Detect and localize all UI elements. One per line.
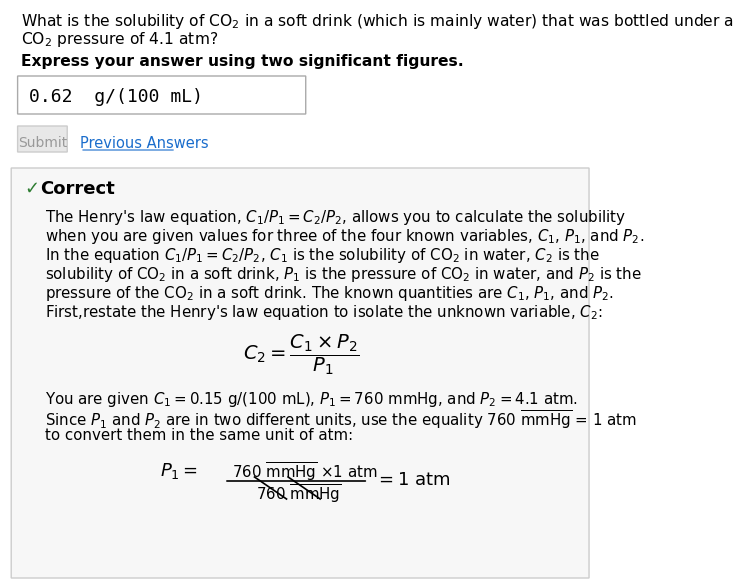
Text: Previous Answers: Previous Answers <box>80 136 208 151</box>
Text: Correct: Correct <box>40 180 115 198</box>
Text: Submit: Submit <box>18 136 67 150</box>
Text: Express your answer using two significant figures.: Express your answer using two significan… <box>21 54 463 69</box>
Text: CO$_2$ pressure of 4.1 atm?: CO$_2$ pressure of 4.1 atm? <box>21 30 218 49</box>
FancyBboxPatch shape <box>17 126 67 152</box>
Text: First,restate the Henry's law equation to isolate the unknown variable, $C_2$:: First,restate the Henry's law equation t… <box>45 303 602 322</box>
Text: to convert them in the same unit of atm:: to convert them in the same unit of atm: <box>45 428 353 443</box>
FancyBboxPatch shape <box>11 168 589 578</box>
Text: $= 1\ \mathrm{atm}$: $= 1\ \mathrm{atm}$ <box>374 471 450 489</box>
Text: 0.62  g/(100 mL): 0.62 g/(100 mL) <box>29 88 203 106</box>
Text: The Henry's law equation, $C_1/P_1 = C_2/P_2$, allows you to calculate the solub: The Henry's law equation, $C_1/P_1 = C_2… <box>45 208 626 227</box>
Text: 760 $\overline{\mathrm{mmHg}}$: 760 $\overline{\mathrm{mmHg}}$ <box>256 483 341 506</box>
Text: 760 $\overline{\mathrm{mmHg}}$ ×1 atm: 760 $\overline{\mathrm{mmHg}}$ ×1 atm <box>232 461 378 484</box>
FancyBboxPatch shape <box>17 76 306 114</box>
Text: $P_1 =$: $P_1 =$ <box>160 461 198 481</box>
Text: solubility of CO$_2$ in a soft drink, $P_1$ is the pressure of CO$_2$ in water, : solubility of CO$_2$ in a soft drink, $P… <box>45 265 641 284</box>
Text: when you are given values for three of the four known variables, $C_1$, $P_1$, a: when you are given values for three of t… <box>45 227 644 246</box>
Text: $C_2 = \dfrac{C_1 \times P_2}{P_1}$: $C_2 = \dfrac{C_1 \times P_2}{P_1}$ <box>243 332 359 377</box>
Text: ✓: ✓ <box>24 180 39 198</box>
Text: pressure of the CO$_2$ in a soft drink. The known quantities are $C_1$, $P_1$, a: pressure of the CO$_2$ in a soft drink. … <box>45 284 614 303</box>
Text: In the equation $C_1/P_1 = C_2/P_2$, $C_1$ is the solubility of CO$_2$ in water,: In the equation $C_1/P_1 = C_2/P_2$, $C_… <box>45 246 599 265</box>
Text: What is the solubility of CO$_2$ in a soft drink (which is mainly water) that wa: What is the solubility of CO$_2$ in a so… <box>21 12 734 31</box>
Text: Since $P_1$ and $P_2$ are in two different units, use the equality 760 $\overlin: Since $P_1$ and $P_2$ are in two differe… <box>45 409 637 432</box>
Text: You are given $C_1 = 0.15$ g/(100 mL), $P_1 = 760$ mmHg, and $P_2 = 4.1$ atm.: You are given $C_1 = 0.15$ g/(100 mL), $… <box>45 390 578 409</box>
